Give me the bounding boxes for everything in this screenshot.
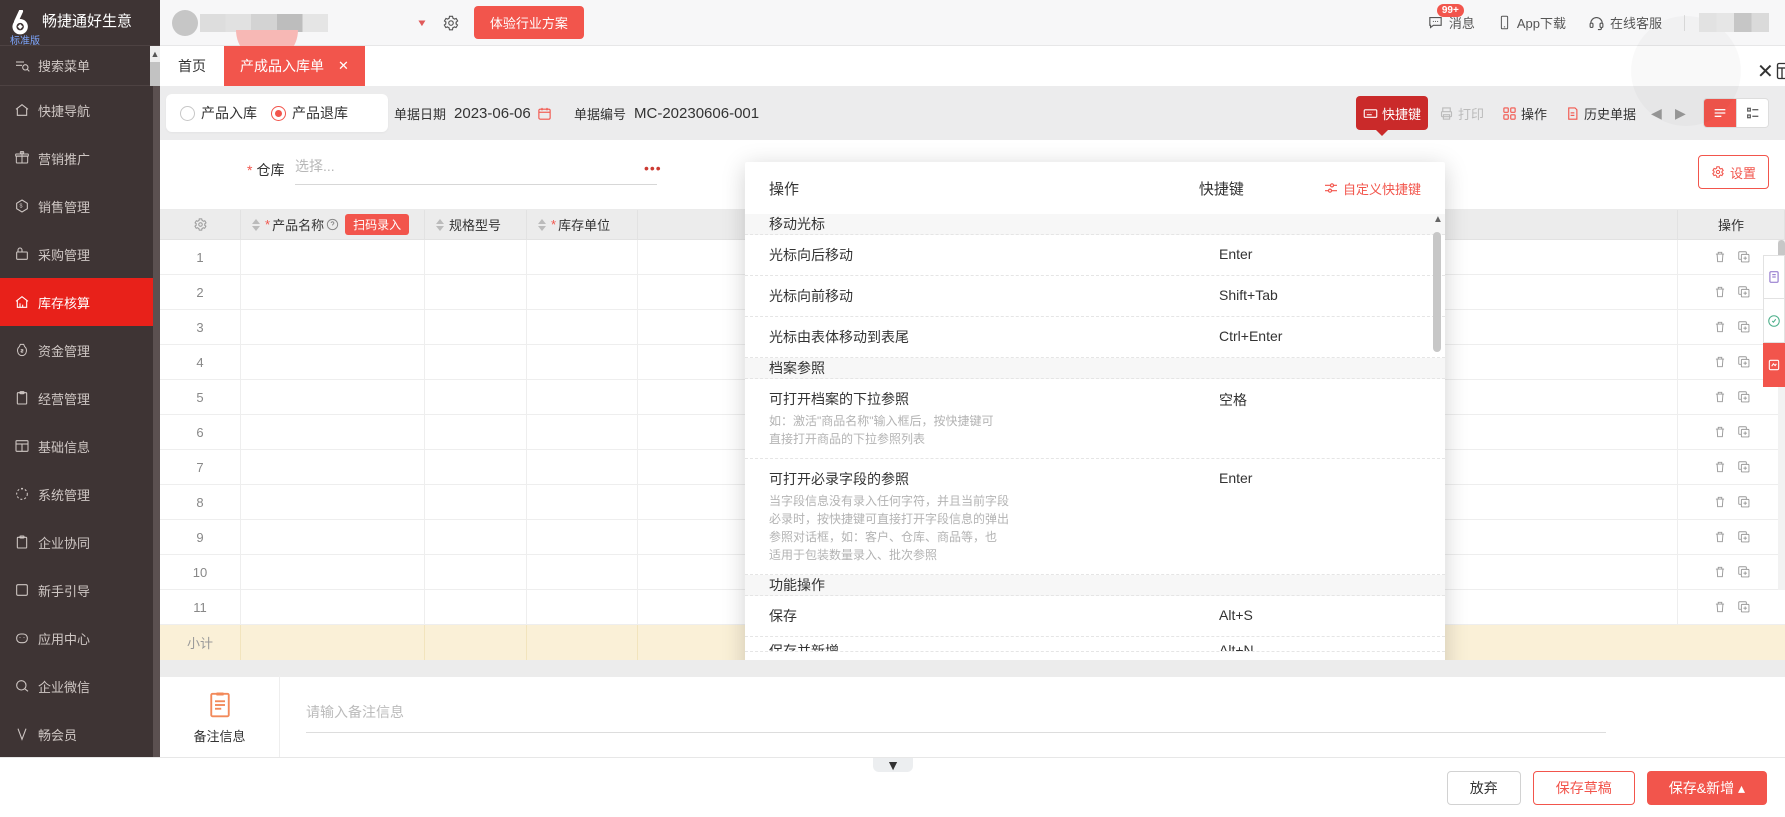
svg-text:$: $ — [20, 203, 23, 209]
